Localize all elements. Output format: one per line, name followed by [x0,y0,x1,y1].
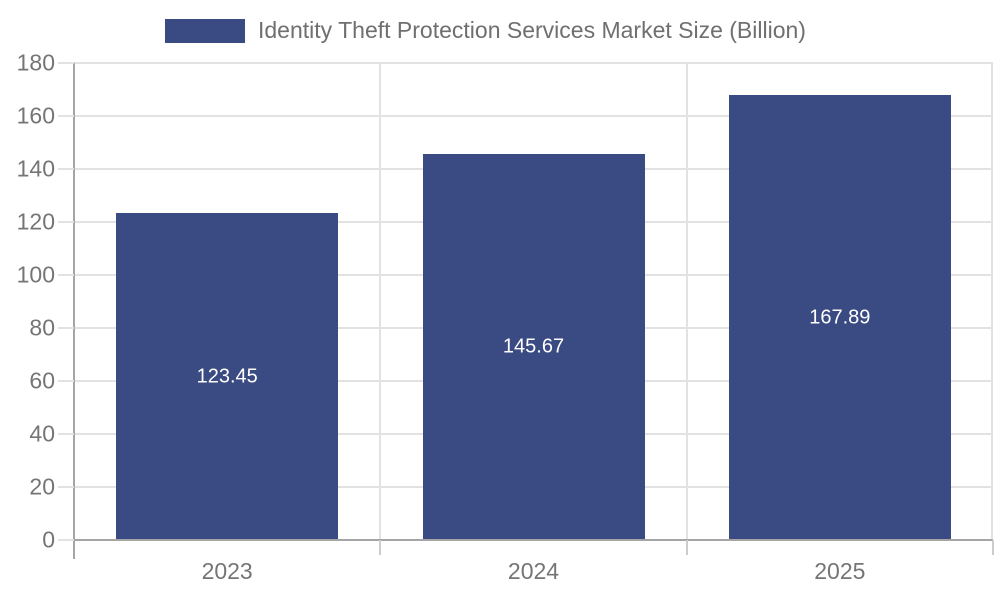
y-tick-label-120: 120 [16,208,55,235]
y-tick-mark [58,168,74,170]
bar-2025 [729,95,951,540]
x-tick-mark [686,540,688,555]
gridline-x-boundary-1 [379,63,381,540]
chart-title: Identity Theft Protection Services Marke… [258,17,806,43]
y-tick-label-160: 160 [16,102,55,129]
y-tick-mark [58,486,74,488]
y-tick-label-20: 20 [29,473,55,500]
y-tick-mark [58,221,74,223]
x-axis-line [59,539,993,541]
y-tick-mark [58,327,74,329]
plot-area: 123.45 145.67 167.89 [74,62,993,540]
y-tick-label-180: 180 [16,49,55,76]
y-tick-mark [58,539,74,541]
bar-value-label-2024: 145.67 [502,335,565,358]
y-tick-label-100: 100 [16,261,55,288]
y-axis-line [73,63,75,559]
gridline-x-boundary-3 [991,63,993,540]
bar-value-label-2025: 167.89 [809,306,871,328]
chart-legend: Identity Theft Protection Services Marke… [165,17,806,44]
x-tick-mark [379,540,381,555]
y-tick-mark [58,380,74,382]
bar-value-label-2023: 123.45 [196,365,258,387]
y-tick-label-0: 0 [42,526,55,553]
legend-color-swatch [165,18,245,43]
gridline-y-180 [74,62,993,64]
y-tick-mark [58,115,74,117]
x-tick-label-2025: 2025 [814,558,866,584]
x-tick-mark [992,540,994,555]
bar-2024 [423,154,645,540]
gridline-x-boundary-2 [686,63,688,540]
y-tick-mark [58,433,74,435]
y-tick-label-80: 80 [29,314,55,341]
y-tick-label-140: 140 [16,155,55,182]
x-tick-label-2024: 2024 [507,558,560,584]
gridline-y-160 [74,115,993,117]
bar-2023 [116,213,338,540]
y-tick-label-40: 40 [29,420,55,447]
y-tick-mark [58,274,74,276]
x-tick-label-2023: 2023 [201,558,253,584]
y-tick-label-60: 60 [29,367,55,394]
y-tick-mark [58,62,74,64]
